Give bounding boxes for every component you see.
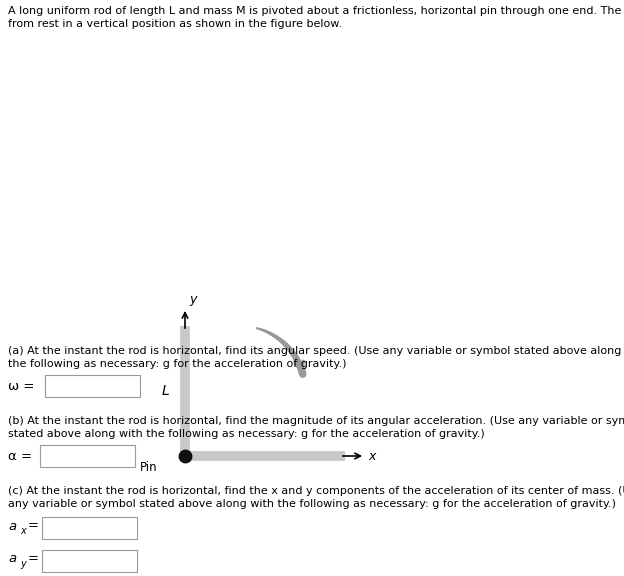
Text: a: a [8, 520, 16, 532]
FancyBboxPatch shape [42, 550, 137, 572]
Text: x: x [20, 526, 26, 536]
Text: from rest in a vertical position as shown in the figure below.: from rest in a vertical position as show… [8, 19, 342, 29]
Text: stated above along with the following as necessary: g for the acceleration of gr: stated above along with the following as… [8, 429, 485, 439]
FancyBboxPatch shape [45, 375, 140, 397]
Text: (b) At the instant the rod is horizontal, find the magnitude of its angular acce: (b) At the instant the rod is horizontal… [8, 416, 624, 426]
Text: Pin: Pin [140, 461, 158, 474]
Text: ω =: ω = [8, 380, 34, 392]
Text: the following as necessary: g for the acceleration of gravity.): the following as necessary: g for the ac… [8, 359, 346, 369]
FancyBboxPatch shape [40, 445, 135, 467]
Text: a: a [8, 552, 16, 566]
Text: y: y [20, 559, 26, 569]
Text: x: x [368, 449, 376, 463]
FancyBboxPatch shape [42, 517, 137, 539]
Text: L: L [161, 384, 169, 398]
Text: α =: α = [8, 449, 32, 463]
Text: (c) At the instant the rod is horizontal, find the x and y components of the acc: (c) At the instant the rod is horizontal… [8, 486, 624, 496]
Text: =: = [28, 520, 39, 532]
Text: A long uniform rod of length L and mass M is pivoted about a frictionless, horiz: A long uniform rod of length L and mass … [8, 6, 624, 16]
Text: any variable or symbol stated above along with the following as necessary: g for: any variable or symbol stated above alon… [8, 499, 616, 509]
Text: y: y [189, 293, 197, 306]
Text: =: = [28, 552, 39, 566]
Text: (a) At the instant the rod is horizontal, find its angular speed. (Use any varia: (a) At the instant the rod is horizontal… [8, 346, 624, 356]
